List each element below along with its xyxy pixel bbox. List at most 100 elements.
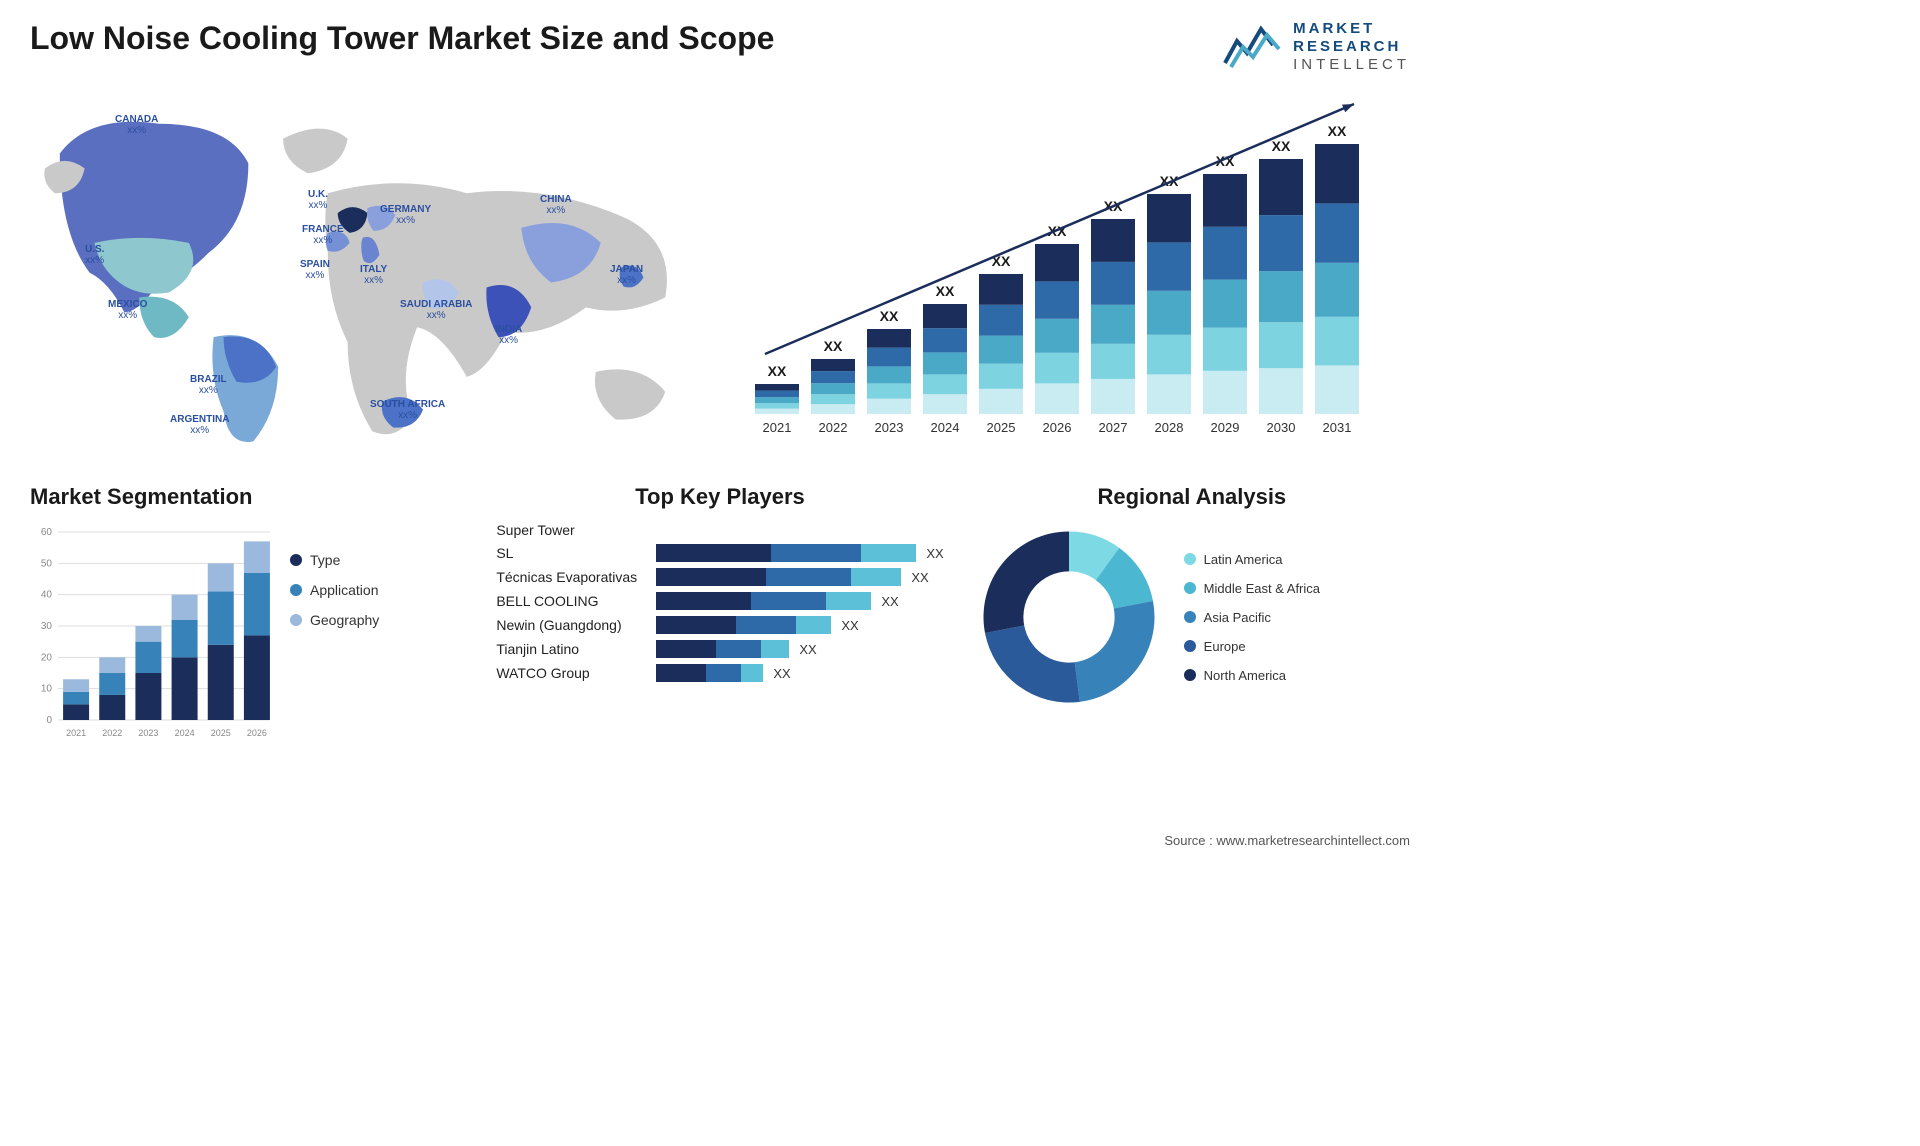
map-label-us: U.S.xx% <box>85 244 104 266</box>
svg-text:XX: XX <box>1328 123 1347 139</box>
key-players-section: Top Key Players Super TowerSLXXTécnicas … <box>496 484 943 764</box>
player-value: XX <box>926 546 943 561</box>
player-name: BELL COOLING <box>496 593 656 609</box>
growth-chart-panel: XX2021XX2022XX2023XX2024XX2025XX2026XX20… <box>735 84 1410 464</box>
map-label-italy: ITALYxx% <box>360 264 387 286</box>
svg-text:40: 40 <box>41 590 53 601</box>
player-bar <box>656 640 789 658</box>
svg-text:2023: 2023 <box>875 420 904 435</box>
svg-text:2026: 2026 <box>247 728 267 738</box>
logo-icon <box>1223 23 1283 71</box>
player-bar <box>656 568 901 586</box>
player-name: SL <box>496 545 656 561</box>
player-row: BELL COOLING XX <box>496 592 943 610</box>
svg-text:XX: XX <box>936 283 955 299</box>
svg-text:2025: 2025 <box>211 728 231 738</box>
player-name: Tianjin Latino <box>496 641 656 657</box>
svg-text:XX: XX <box>824 338 843 354</box>
growth-chart: XX2021XX2022XX2023XX2024XX2025XX2026XX20… <box>735 84 1395 454</box>
player-row: Técnicas Evaporativas XX <box>496 568 943 586</box>
segmentation-chart: 0 10 20 30 40 50 60 2021 2022 2023 2024 2025 2026 <box>30 522 270 742</box>
player-value: XX <box>911 570 928 585</box>
svg-text:50: 50 <box>41 558 53 569</box>
regional-legend: Latin America Middle East & Africa Asia Pa… <box>1184 552 1320 683</box>
map-label-uk: U.K.xx% <box>308 189 328 211</box>
svg-text:XX: XX <box>880 308 899 324</box>
map-label-brazil: BRAZILxx% <box>190 374 227 396</box>
seg-legend-item: Type <box>290 552 379 568</box>
logo-line3: INTELLECT <box>1293 56 1410 74</box>
brand-logo: MARKET RESEARCH INTELLECT <box>1223 20 1410 74</box>
player-bar <box>656 664 763 682</box>
regional-title: Regional Analysis <box>974 484 1410 510</box>
svg-text:2030: 2030 <box>1267 420 1296 435</box>
player-bar <box>656 592 871 610</box>
player-name: Técnicas Evaporativas <box>496 569 656 585</box>
map-label-saudiarabia: SAUDI ARABIAxx% <box>400 299 472 321</box>
player-value: XX <box>799 642 816 657</box>
svg-text:10: 10 <box>41 684 53 695</box>
regional-legend-item: Middle East & Africa <box>1184 581 1320 596</box>
player-name: WATCO Group <box>496 665 656 681</box>
regional-legend-item: Latin America <box>1184 552 1320 567</box>
player-value: XX <box>881 594 898 609</box>
svg-text:2021: 2021 <box>763 420 792 435</box>
map-label-germany: GERMANYxx% <box>380 204 431 226</box>
svg-text:60: 60 <box>41 527 53 538</box>
logo-line1: MARKET <box>1293 20 1410 38</box>
player-row: Newin (Guangdong) XX <box>496 616 943 634</box>
source-attribution: Source : www.marketresearchintellect.com <box>1164 833 1410 848</box>
key-players-list: Super TowerSLXXTécnicas EvaporativasXXBE… <box>496 522 943 682</box>
player-value: XX <box>841 618 858 633</box>
svg-text:2023: 2023 <box>138 728 158 738</box>
map-label-china: CHINAxx% <box>540 194 572 216</box>
svg-text:2024: 2024 <box>175 728 195 738</box>
svg-text:2024: 2024 <box>931 420 960 435</box>
world-map-panel: CANADAxx% U.S.xx% MEXICOxx% BRAZILxx% ARGENT… <box>30 84 705 464</box>
svg-text:30: 30 <box>41 621 53 632</box>
segmentation-section: Market Segmentation 0 10 20 30 40 50 60 2021 202… <box>30 484 466 764</box>
svg-text:2031: 2031 <box>1323 420 1352 435</box>
svg-text:2025: 2025 <box>987 420 1016 435</box>
logo-line2: RESEARCH <box>1293 38 1410 56</box>
map-label-argentina: ARGENTINAxx% <box>170 414 229 436</box>
segmentation-title: Market Segmentation <box>30 484 466 510</box>
svg-text:20: 20 <box>41 652 53 663</box>
map-label-india: INDIAxx% <box>495 324 522 346</box>
svg-text:0: 0 <box>46 715 52 726</box>
map-label-canada: CANADAxx% <box>115 114 158 136</box>
regional-legend-item: Asia Pacific <box>1184 610 1320 625</box>
svg-text:2022: 2022 <box>102 728 122 738</box>
svg-text:2029: 2029 <box>1211 420 1240 435</box>
player-row: Super Tower <box>496 522 943 538</box>
player-value: XX <box>773 666 790 681</box>
player-row: Tianjin Latino XX <box>496 640 943 658</box>
svg-text:XX: XX <box>1272 138 1291 154</box>
player-bar <box>656 544 916 562</box>
regional-legend-item: North America <box>1184 668 1320 683</box>
map-label-france: FRANCExx% <box>302 224 344 246</box>
segmentation-legend: Type Application Geography <box>290 522 379 742</box>
player-name: Newin (Guangdong) <box>496 617 656 633</box>
player-name: Super Tower <box>496 522 656 538</box>
regional-donut <box>974 522 1164 712</box>
svg-text:XX: XX <box>768 363 787 379</box>
svg-text:2028: 2028 <box>1155 420 1184 435</box>
key-players-title: Top Key Players <box>496 484 943 510</box>
map-label-spain: SPAINxx% <box>300 259 330 281</box>
seg-legend-item: Application <box>290 582 379 598</box>
map-label-japan: JAPANxx% <box>610 264 643 286</box>
player-row: SL XX <box>496 544 943 562</box>
map-label-mexico: MEXICOxx% <box>108 299 147 321</box>
seg-legend-item: Geography <box>290 612 379 628</box>
player-bar <box>656 616 831 634</box>
svg-text:2022: 2022 <box>819 420 848 435</box>
svg-text:2021: 2021 <box>66 728 86 738</box>
player-row: WATCO Group XX <box>496 664 943 682</box>
svg-text:2027: 2027 <box>1099 420 1128 435</box>
regional-section: Regional Analysis Latin America Middle Ea… <box>974 484 1410 764</box>
regional-legend-item: Europe <box>1184 639 1320 654</box>
svg-text:2026: 2026 <box>1043 420 1072 435</box>
map-label-southafrica: SOUTH AFRICAxx% <box>370 399 445 421</box>
page-title: Low Noise Cooling Tower Market Size and … <box>30 20 774 57</box>
